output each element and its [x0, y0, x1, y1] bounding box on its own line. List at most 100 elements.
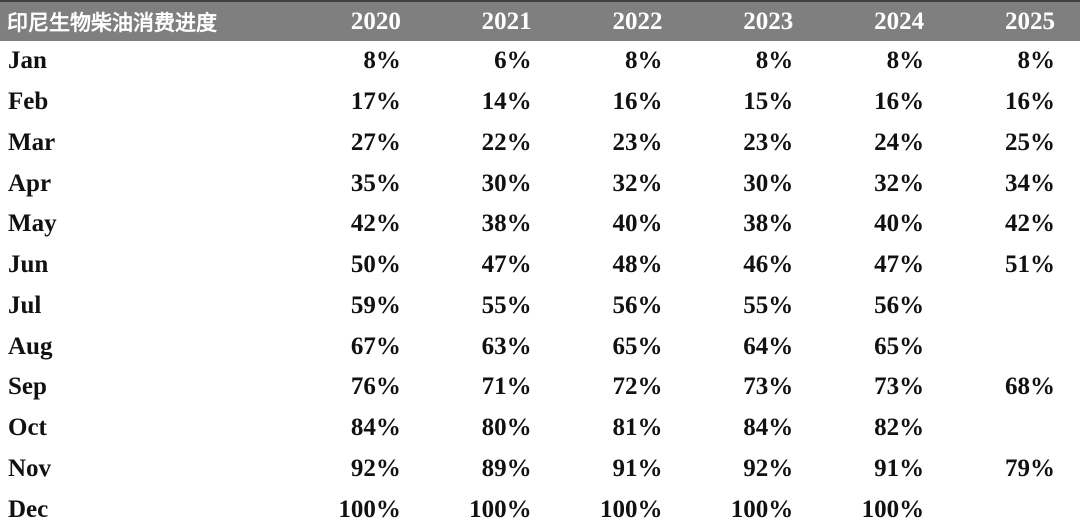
- table-row: Apr 35% 30% 32% 30% 32% 34%: [0, 163, 1080, 204]
- value-cell-2024: 91%: [874, 454, 925, 482]
- value-cell-2020: 92%: [350, 454, 401, 482]
- column-header-2023: 2023: [687, 0, 819, 41]
- value-cell-2024: 56%: [874, 291, 925, 319]
- value-cell-2023: 15%: [743, 88, 794, 116]
- value-cell-2022: 48%: [612, 251, 663, 279]
- table-row: Dec 100% 100% 100% 100% 100%: [0, 489, 1080, 530]
- value-cell-2021: 55%: [481, 291, 532, 319]
- value-cell-2023: 38%: [743, 210, 794, 238]
- value-cell-2020: 59%: [350, 291, 401, 319]
- value-cell-2020: 35%: [350, 169, 401, 197]
- value-cell-2024: 32%: [874, 169, 925, 197]
- column-header-2022: 2022: [556, 0, 688, 41]
- value-cell-2021: 80%: [481, 414, 532, 442]
- month-label: Feb: [8, 88, 49, 116]
- value-cell-2024: 47%: [874, 251, 925, 279]
- month-label: Apr: [8, 169, 52, 197]
- value-cell-2023: 64%: [743, 332, 794, 360]
- column-header-2021: 2021: [425, 0, 557, 41]
- value-cell-2025: 68%: [1005, 373, 1055, 401]
- table-row: Sep 76% 71% 72% 73% 73% 68%: [0, 367, 1080, 408]
- table-header: 印尼生物柴油消费进度 2020 2021 2022 2023 2024 2025: [0, 0, 1080, 41]
- value-cell-2024: 24%: [874, 128, 925, 156]
- value-cell-2023: 84%: [743, 414, 794, 442]
- value-cell-2022: 65%: [612, 332, 663, 360]
- value-cell-2020: 67%: [350, 332, 401, 360]
- value-cell-2021: 71%: [481, 373, 532, 401]
- month-label: May: [8, 210, 57, 238]
- table-row: Feb 17% 14% 16% 15% 16% 16%: [0, 82, 1080, 123]
- value-cell-2025: [949, 286, 1080, 327]
- value-cell-2025: [949, 408, 1080, 449]
- value-cell-2024: 16%: [874, 88, 925, 116]
- column-header-2025: 2025: [949, 0, 1080, 41]
- value-cell-2023: 8%: [755, 47, 794, 75]
- value-cell-2025: [949, 326, 1080, 367]
- value-cell-2023: 73%: [743, 373, 794, 401]
- value-cell-2022: 23%: [612, 128, 663, 156]
- month-label: Sep: [8, 373, 47, 401]
- table-row: Jul 59% 55% 56% 55% 56%: [0, 286, 1080, 327]
- table-row: Jun 50% 47% 48% 46% 47% 51%: [0, 245, 1080, 286]
- value-cell-2023: 92%: [743, 454, 794, 482]
- column-header-2020: 2020: [295, 0, 426, 41]
- value-cell-2025: 8%: [1017, 47, 1056, 75]
- value-cell-2024: 40%: [874, 210, 925, 238]
- table-body: Jan 8% 6% 8% 8% 8% 8% Feb 17% 14% 16% 15% 16% 16% Mar 2…: [0, 41, 1080, 530]
- month-label: Jun: [8, 251, 49, 279]
- value-cell-2021: 47%: [481, 251, 532, 279]
- value-cell-2022: 16%: [612, 88, 663, 116]
- value-cell-2024: 100%: [861, 495, 925, 523]
- value-cell-2021: 22%: [481, 128, 532, 156]
- value-cell-2021: 30%: [481, 169, 532, 197]
- value-cell-2021: 14%: [481, 88, 532, 116]
- value-cell-2022: 91%: [612, 454, 663, 482]
- month-label: Oct: [8, 414, 47, 442]
- value-cell-2025: 25%: [1005, 128, 1055, 156]
- value-cell-2020: 27%: [350, 128, 401, 156]
- table-row: Aug 67% 63% 65% 64% 65%: [0, 326, 1080, 367]
- value-cell-2022: 81%: [612, 414, 663, 442]
- value-cell-2021: 89%: [481, 454, 532, 482]
- value-cell-2024: 73%: [874, 373, 925, 401]
- value-cell-2025: 16%: [1005, 88, 1055, 116]
- month-label: Dec: [8, 495, 49, 523]
- table-row: Mar 27% 22% 23% 23% 24% 25%: [0, 123, 1080, 164]
- value-cell-2021: 38%: [481, 210, 532, 238]
- value-cell-2022: 72%: [612, 373, 663, 401]
- header-row: 印尼生物柴油消费进度 2020 2021 2022 2023 2024 2025: [0, 0, 1080, 41]
- value-cell-2023: 55%: [743, 291, 794, 319]
- value-cell-2023: 100%: [730, 495, 794, 523]
- value-cell-2020: 84%: [350, 414, 401, 442]
- value-cell-2024: 8%: [886, 47, 925, 75]
- value-cell-2020: 50%: [350, 251, 401, 279]
- value-cell-2023: 46%: [743, 251, 794, 279]
- value-cell-2022: 8%: [624, 47, 663, 75]
- value-cell-2024: 65%: [874, 332, 925, 360]
- value-cell-2020: 8%: [363, 47, 401, 75]
- value-cell-2023: 23%: [743, 128, 794, 156]
- value-cell-2021: 63%: [481, 332, 532, 360]
- value-cell-2023: 30%: [743, 169, 794, 197]
- month-label: Jul: [8, 291, 42, 319]
- column-header-2024: 2024: [818, 0, 950, 41]
- value-cell-2025: 42%: [1005, 210, 1055, 238]
- value-cell-2025: 51%: [1005, 251, 1055, 279]
- value-cell-2021: 100%: [469, 495, 532, 523]
- value-cell-2022: 56%: [612, 291, 663, 319]
- month-label: Nov: [8, 454, 52, 482]
- value-cell-2022: 40%: [612, 210, 663, 238]
- value-cell-2025: 34%: [1005, 169, 1055, 197]
- value-cell-2020: 42%: [350, 210, 401, 238]
- month-label: Mar: [8, 128, 56, 156]
- value-cell-2022: 32%: [612, 169, 663, 197]
- table-row: Oct 84% 80% 81% 84% 82%: [0, 408, 1080, 449]
- table-title: 印尼生物柴油消费进度: [0, 0, 296, 41]
- table-row: May 42% 38% 40% 38% 40% 42%: [0, 204, 1080, 245]
- value-cell-2021: 6%: [494, 47, 532, 75]
- table-row: Nov 92% 89% 91% 92% 91% 79%: [0, 449, 1080, 490]
- value-cell-2020: 17%: [350, 88, 401, 116]
- value-cell-2022: 100%: [599, 495, 663, 523]
